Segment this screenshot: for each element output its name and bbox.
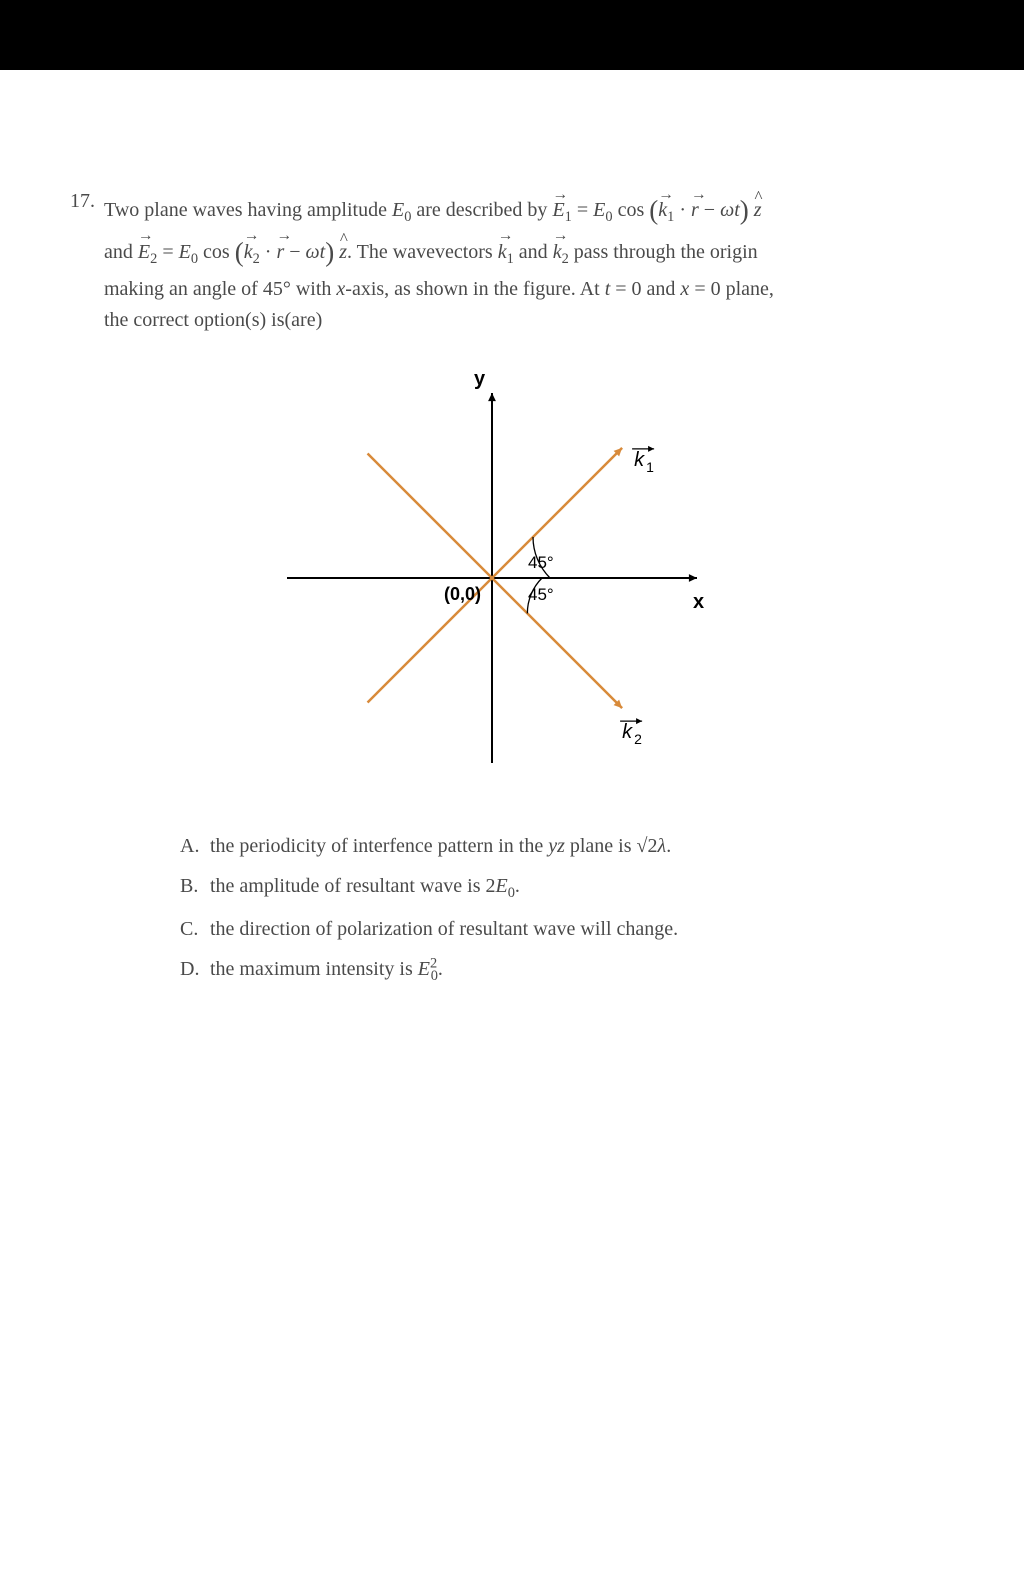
q-k2b-2: 2 [562,251,569,267]
q-text-2: are described by [411,199,552,221]
opt-D-1: the maximum intensity is [210,958,418,980]
opt-A-1: the periodicity of interfence pattern in… [210,835,548,857]
option-D-text: the maximum intensity is E20. [210,951,443,990]
q-z2: z [339,237,347,268]
q-wt2: ωt [306,241,326,263]
svg-text:1: 1 [646,459,654,475]
q-E0c-E: E [179,241,191,263]
q-k1-k: k [658,195,667,226]
q-and2: and [514,241,553,263]
q-eq0a: = 0 and [610,278,680,300]
figure-container: yx(0,0)45°45°k1k2 [70,368,954,788]
option-A: A. the periodicity of interfence pattern… [180,828,954,864]
option-B: B. the amplitude of resultant wave is 2E… [180,868,954,907]
q-lp1: ( [649,195,658,225]
q-k2b-k: k [553,237,562,268]
q-k2-2: 2 [253,251,260,267]
q-E1-vec: E [552,195,564,226]
q-line3b: -axis, as shown in the figure. At [345,278,604,300]
opt-A-3: . [666,835,671,857]
q-E0c-0: 0 [191,251,198,267]
q-after: . The wavevectors [347,241,498,263]
opt-D-0s: 0 [431,968,438,984]
q-xaxis: x [336,278,345,300]
opt-A-l: λ [658,835,667,857]
opt-B-1: the amplitude of resultant wave is 2 [210,875,495,897]
opt-A-sqrt: √2 [637,835,658,857]
svg-text:2: 2 [634,731,642,747]
option-B-letter: B. [180,868,210,907]
question-number: 17. [70,190,104,213]
top-black-bar [0,0,1024,70]
svg-text:45°: 45° [528,585,554,604]
opt-D-2: . [438,958,443,980]
opt-B-E: E [495,875,507,897]
svg-text:y: y [474,368,486,390]
q-dot2: · [260,241,277,263]
opt-A-2: plane is [565,835,637,857]
svg-text:k: k [634,449,645,471]
q-E0-E: E [392,199,404,221]
option-C-text: the direction of polarization of resulta… [210,911,678,947]
q-tail2: pass through the origin [569,241,758,263]
q-E0b-E: E [593,199,605,221]
q-line3a: making an angle of 45° with [104,278,336,300]
q-r1: r [691,195,699,226]
q-eq2: = [157,241,178,263]
q-r2: r [276,237,284,268]
q-rp1: ) [740,195,749,225]
q-dot1: · [674,199,691,221]
q-k1b-k: k [498,237,507,268]
svg-text:(0,0): (0,0) [444,584,481,604]
q-E2-vec: E [138,237,150,268]
option-C: C. the direction of polarization of resu… [180,911,954,947]
q-text-1: Two plane waves having amplitude [104,199,392,221]
question-block: 17. Two plane waves having amplitude E0 … [70,190,954,336]
q-and: and [104,241,138,263]
option-D: D. the maximum intensity is E20. [180,951,954,990]
q-eq1: = [572,199,593,221]
q-cos2: cos [198,241,235,263]
svg-text:45°: 45° [528,553,554,572]
page-content: 17. Two plane waves having amplitude E0 … [0,70,1024,1034]
option-B-text: the amplitude of resultant wave is 2E0. [210,868,520,907]
opt-B-0: 0 [508,885,515,901]
q-k1b-1: 1 [507,251,514,267]
wavevector-diagram: yx(0,0)45°45°k1k2 [262,368,762,788]
q-E1-1: 1 [565,209,572,225]
q-cos1: cos [613,199,650,221]
options-list: A. the periodicity of interfence pattern… [180,828,954,990]
q-line4: the correct option(s) is(are) [104,309,322,331]
option-C-letter: C. [180,911,210,947]
q-lp2: ( [235,237,244,267]
q-rp2: ) [325,237,334,267]
q-wt1: ωt [720,199,740,221]
option-A-text: the periodicity of interfence pattern in… [210,828,671,864]
q-k2-k: k [244,237,253,268]
q-eq0b: = 0 plane, [689,278,774,300]
opt-B-2: . [515,875,520,897]
option-D-letter: D. [180,951,210,990]
question-text: Two plane waves having amplitude E0 are … [104,190,954,336]
svg-text:k: k [622,721,633,743]
q-x: x [680,278,689,300]
q-z1: z [754,195,762,226]
opt-A-yz: yz [548,835,565,857]
opt-D-E: E [418,958,430,980]
option-A-letter: A. [180,828,210,864]
svg-text:x: x [693,591,704,613]
q-E0b-0: 0 [605,209,612,225]
